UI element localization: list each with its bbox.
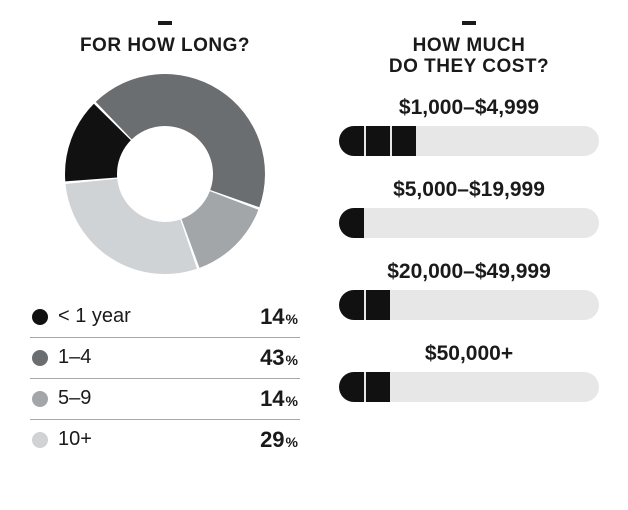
pill-separator [546,208,548,238]
pill-separator [390,372,392,402]
pill-separator [572,290,574,320]
pill-separator [416,290,418,320]
pill-separator [494,290,496,320]
right-title-line2: DO THEY COST? [334,57,604,78]
pill-separator [468,372,470,402]
cost-item-3: $50,000+ [334,342,604,402]
pill-separator [494,208,496,238]
pill-separator [416,372,418,402]
legend-swatch [32,350,48,366]
pill-separator [442,290,444,320]
legend-value: 14% [260,386,298,412]
pill-separator [442,208,444,238]
pill-separator [364,372,366,402]
pill-separator [390,290,392,320]
cost-item-2: $20,000–$49,999 [334,260,604,320]
right-title-block: HOW MUCH DO THEY COST? [334,18,604,78]
legend-label: < 1 year [58,305,260,328]
cost-label: $1,000–$4,999 [334,96,604,120]
pill-separator [546,372,548,402]
cost-item-1: $5,000–$19,999 [334,178,604,238]
pill-separator [468,208,470,238]
pill-separator [546,126,548,156]
cost-label: $5,000–$19,999 [334,178,604,202]
pill-bar [339,372,599,402]
pill-bar [339,290,599,320]
pill-fill [339,126,417,156]
legend-row-lt1: < 1 year14% [30,297,300,338]
cost-item-0: $1,000–$4,999 [334,96,604,156]
pill-separator [416,208,418,238]
pill-separator [442,372,444,402]
tick-mark [462,21,476,25]
pill-separator [390,208,392,238]
legend-label: 1–4 [58,346,260,369]
legend-label: 5–9 [58,387,260,410]
legend-label: 10+ [58,428,260,451]
pill-separator [364,208,366,238]
cost-bars: $1,000–$4,999 $5,000–$19,999 $20,000–$49,9… [334,96,604,402]
pill-separator [546,290,548,320]
legend-value: 43% [260,345,298,371]
pill-separator [520,208,522,238]
pill-bar [339,126,599,156]
cost-label: $50,000+ [334,342,604,366]
legend-value: 14% [260,304,298,330]
legend-swatch [32,391,48,407]
legend-row-10p: 10+29% [30,420,300,460]
pill-separator [520,372,522,402]
pill-separator [494,126,496,156]
pill-bar [339,208,599,238]
pill-separator [494,372,496,402]
pill-separator [572,126,574,156]
pill-separator [390,126,392,156]
legend-value: 29% [260,427,298,453]
legend: < 1 year14%1–443%5–914%10+29% [30,297,300,460]
pill-separator [416,126,418,156]
cost-label: $20,000–$49,999 [334,260,604,284]
left-title: FOR HOW LONG? [30,36,300,57]
pill-separator [364,290,366,320]
donut-chart [30,69,300,279]
right-panel: HOW MUCH DO THEY COST? $1,000–$4,999 $5,0… [334,18,604,460]
pill-separator [520,290,522,320]
legend-row-5_9: 5–914% [30,379,300,420]
pill-separator [468,126,470,156]
legend-row-1_4: 1–443% [30,338,300,379]
right-title-line1: HOW MUCH [334,36,604,57]
pill-separator [572,208,574,238]
donut-slice-10p [66,179,197,274]
left-title-block: FOR HOW LONG? [30,18,300,57]
left-panel: FOR HOW LONG? < 1 year14%1–443%5–914%10+… [30,18,300,460]
pill-separator [468,290,470,320]
legend-swatch [32,309,48,325]
pill-separator [572,372,574,402]
pill-separator [442,126,444,156]
pill-separator [364,126,366,156]
pill-separator [520,126,522,156]
pill-fill [339,208,365,238]
tick-mark [158,21,172,25]
legend-swatch [32,432,48,448]
